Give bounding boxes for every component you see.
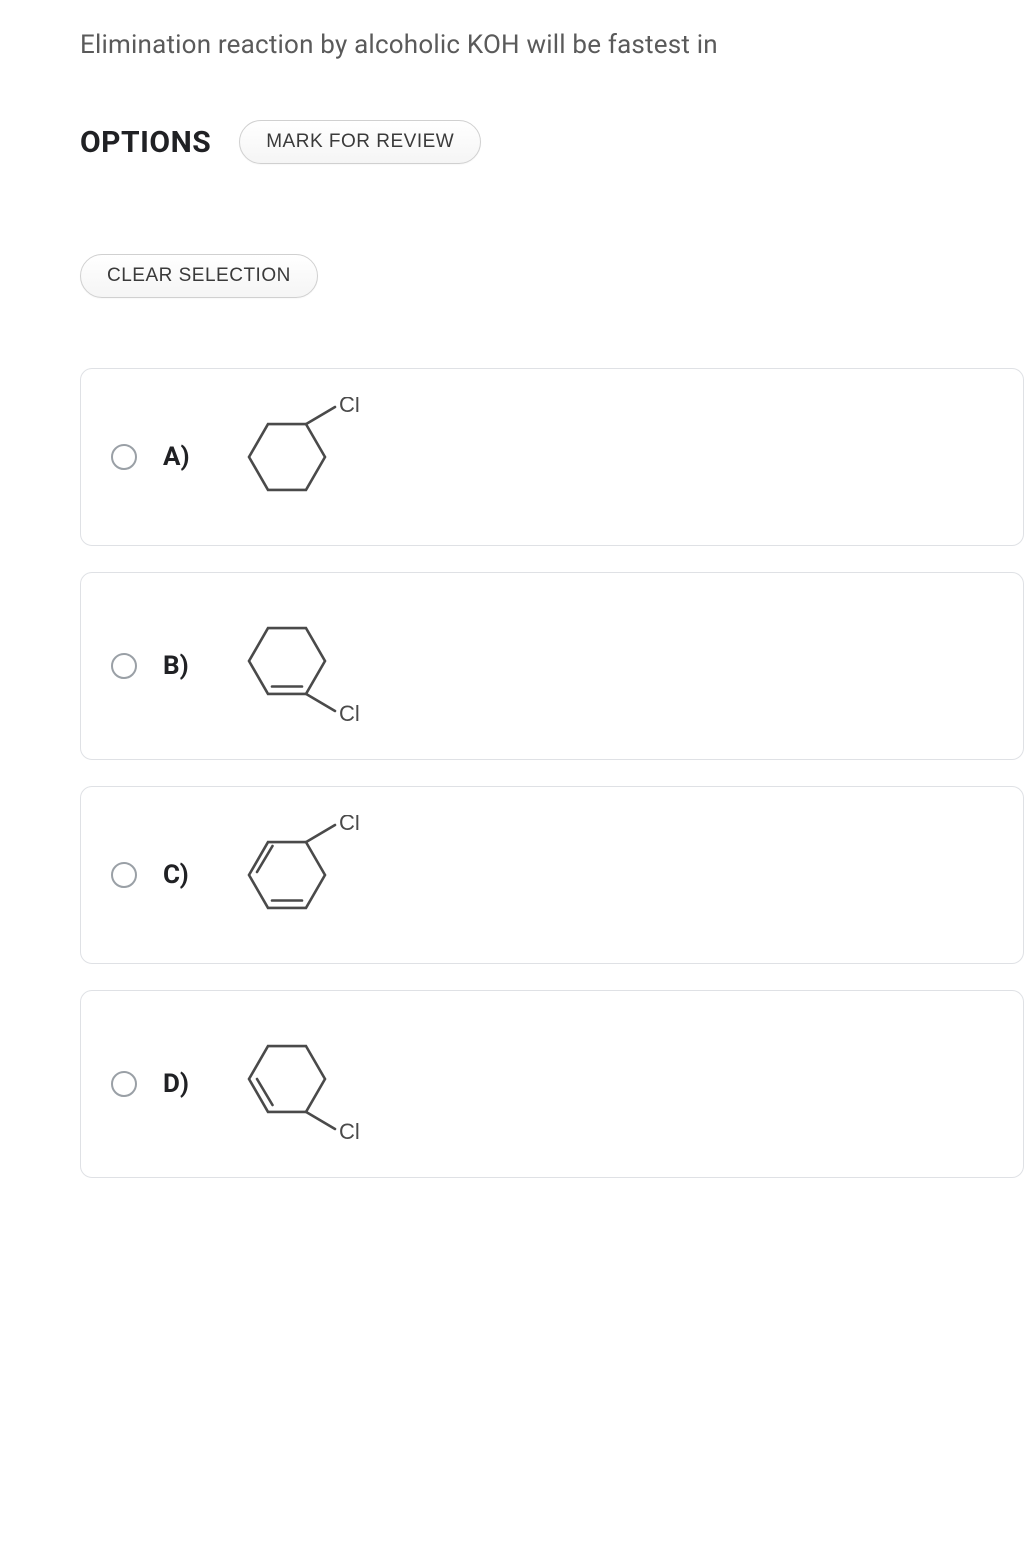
answer-label-c: C)	[163, 860, 201, 890]
answer-option-c[interactable]: C) Cl	[80, 786, 1024, 964]
options-header-row: OPTIONS MARK FOR REVIEW	[80, 120, 1024, 164]
radio-c[interactable]	[111, 862, 137, 888]
structure-d: Cl	[227, 1019, 397, 1149]
structure-c: Cl	[227, 815, 397, 935]
structure-a: Cl	[227, 397, 397, 517]
cl-label-b: Cl	[339, 701, 360, 726]
answer-label-b: B)	[163, 651, 201, 681]
options-heading: OPTIONS	[80, 125, 211, 160]
answer-label-d: D)	[163, 1069, 201, 1099]
radio-d[interactable]	[111, 1071, 137, 1097]
answers-list: A) Cl B) Cl C)	[80, 368, 1024, 1178]
radio-b[interactable]	[111, 653, 137, 679]
cl-label-c: Cl	[339, 815, 360, 835]
mark-for-review-button[interactable]: MARK FOR REVIEW	[239, 120, 481, 164]
answer-option-a[interactable]: A) Cl	[80, 368, 1024, 546]
radio-a[interactable]	[111, 444, 137, 470]
answer-option-b[interactable]: B) Cl	[80, 572, 1024, 760]
clear-selection-button[interactable]: CLEAR SELECTION	[80, 254, 318, 298]
answer-option-d[interactable]: D) Cl	[80, 990, 1024, 1178]
structure-b: Cl	[227, 601, 397, 731]
cl-label-d: Cl	[339, 1119, 360, 1144]
cl-label-a: Cl	[339, 397, 360, 417]
answer-label-a: A)	[163, 442, 201, 472]
question-text: Elimination reaction by alcoholic KOH wi…	[80, 30, 1024, 60]
